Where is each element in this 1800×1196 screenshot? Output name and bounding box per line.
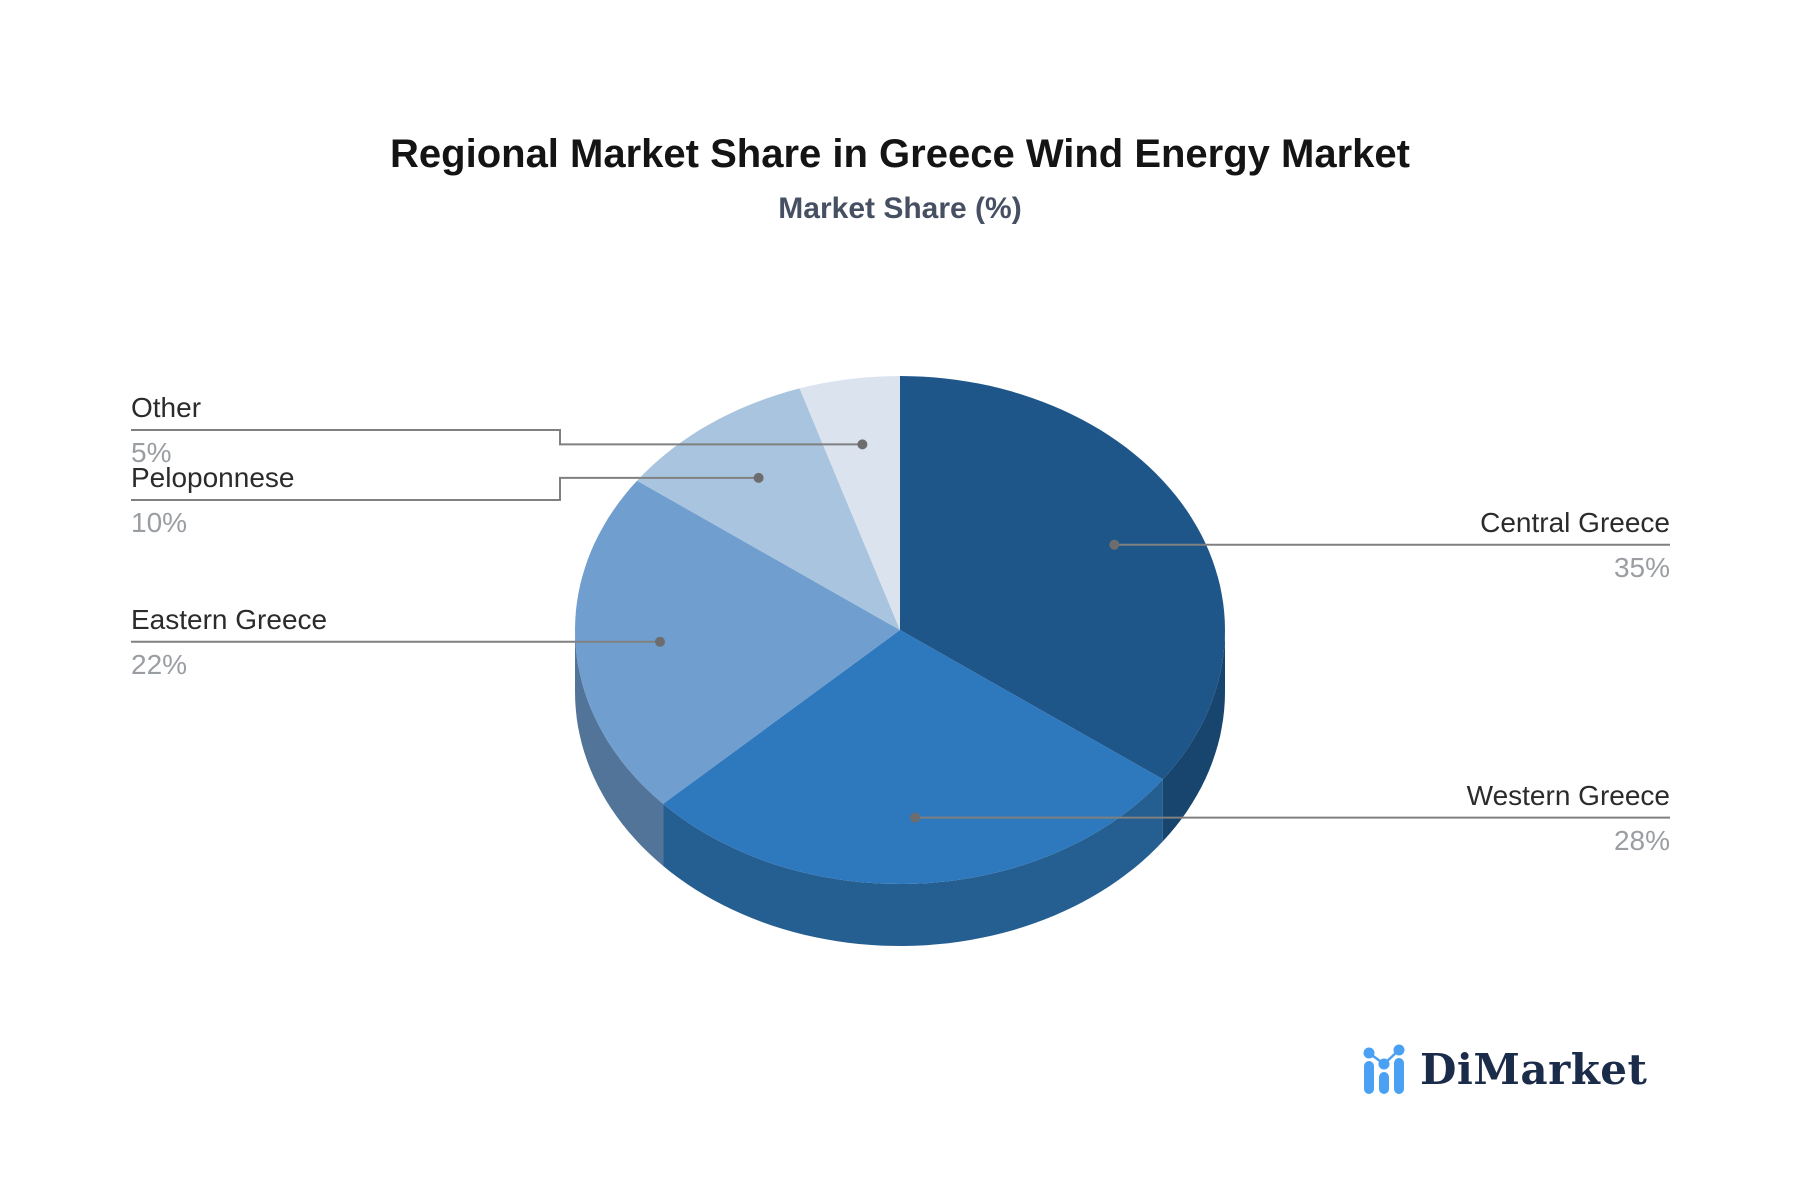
callout-label-peloponnese: Peloponnese — [131, 462, 295, 493]
chart-title: Regional Market Share in Greece Wind Ene… — [390, 132, 1410, 176]
brand-name: DiMarket — [1420, 1045, 1648, 1094]
slice-side-eastern-greece — [575, 630, 664, 866]
chart-subtitle: Market Share (%) — [778, 192, 1022, 225]
callout-label-western-greece: Western Greece — [1466, 779, 1670, 811]
bar-chart-logo-icon — [1363, 1044, 1405, 1094]
slice-central-greece[interactable] — [900, 376, 1225, 780]
slice-peloponnese[interactable] — [637, 388, 900, 630]
leader-line-other — [131, 429, 863, 446]
callout-value-peloponnese: 10% — [131, 507, 188, 538]
callout-label-other: Other — [131, 392, 202, 423]
slice-western-greece[interactable] — [663, 630, 1163, 884]
leader-dot-western-greece — [910, 812, 921, 823]
callout-label-eastern-greece: Eastern Greece — [131, 603, 328, 635]
leader-dot-peloponnese — [753, 472, 764, 483]
callout-value-western-greece: 28% — [1613, 824, 1670, 856]
slice-side-western-greece — [663, 779, 1163, 946]
slice-other[interactable] — [799, 376, 900, 630]
leader-dot-eastern-greece — [655, 636, 665, 647]
leader-line-peloponnese — [131, 476, 759, 501]
slice-eastern-greece[interactable] — [575, 480, 900, 804]
callout-label-central-greece: Central Greece — [1480, 506, 1670, 538]
callout-value-eastern-greece: 22% — [131, 648, 188, 680]
brand-logo: DiMarket — [1362, 1038, 1647, 1096]
leader-dot-central-greece — [1109, 539, 1120, 550]
callout-value-central-greece: 35% — [1613, 551, 1670, 583]
leader-dot-other — [857, 439, 868, 450]
slice-side-central-greece — [1162, 630, 1225, 842]
callout-value-other: 5% — [131, 437, 172, 468]
